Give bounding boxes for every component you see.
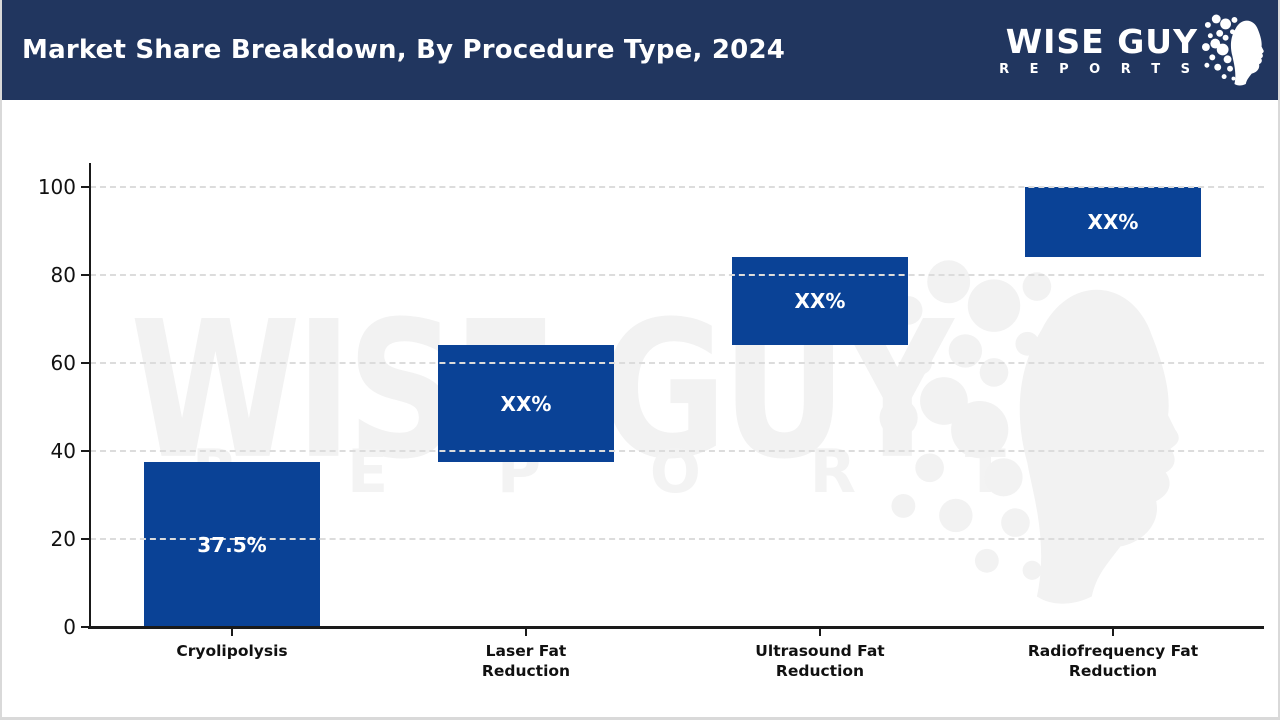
- logo-face-icon: [1201, 14, 1264, 86]
- y-tick-label: 100: [37, 175, 76, 199]
- wiseguy-logo: WISE GUY R E P O R T S: [999, 10, 1264, 90]
- x-tick: [1112, 627, 1114, 636]
- x-tick: [819, 627, 821, 636]
- gridline: [90, 362, 1264, 364]
- category-label: Radiofrequency Fat Reduction: [1027, 642, 1199, 680]
- bar-segment: [438, 345, 614, 462]
- bar-value-label: XX%: [1087, 210, 1139, 235]
- bar-segment: [732, 257, 908, 346]
- gridline: [90, 450, 1264, 452]
- header: Market Share Breakdown, By Procedure Typ…: [2, 0, 1278, 100]
- bar-segment: [1025, 187, 1201, 258]
- y-tick: [81, 186, 89, 188]
- y-tick-label: 0: [63, 615, 76, 639]
- bar-value-label: XX%: [500, 391, 552, 416]
- chart-title: Market Share Breakdown, By Procedure Typ…: [22, 35, 786, 65]
- category-label: Cryolipolysis: [176, 642, 288, 660]
- y-tick-label: 80: [50, 263, 76, 287]
- category-label: Laser Fat Reduction: [481, 642, 571, 680]
- y-tick: [81, 362, 89, 364]
- y-tick-label: 60: [50, 351, 76, 375]
- y-tick: [81, 450, 89, 452]
- y-tick: [81, 538, 89, 540]
- bar-segment: [144, 462, 320, 627]
- logo-text: WISE GUY R E P O R T S: [999, 25, 1198, 76]
- x-axis: [88, 626, 1264, 629]
- logo-wordmark: WISE GUY: [1005, 21, 1198, 61]
- logo-subtext: R E P O R T S: [999, 61, 1198, 77]
- bar-value-label: XX%: [794, 289, 846, 314]
- y-tick: [81, 626, 89, 628]
- y-tick-label: 20: [50, 527, 76, 551]
- y-tick: [81, 274, 89, 276]
- gridline: [90, 274, 1264, 276]
- x-tick: [231, 627, 233, 636]
- bar-value-label: 37.5%: [197, 532, 267, 557]
- y-axis: [89, 163, 91, 629]
- category-label: Ultrasound Fat Reduction: [755, 642, 885, 680]
- x-tick: [525, 627, 527, 636]
- gridline: [90, 186, 1264, 188]
- y-tick-label: 40: [50, 439, 76, 463]
- gridline: [90, 538, 1264, 540]
